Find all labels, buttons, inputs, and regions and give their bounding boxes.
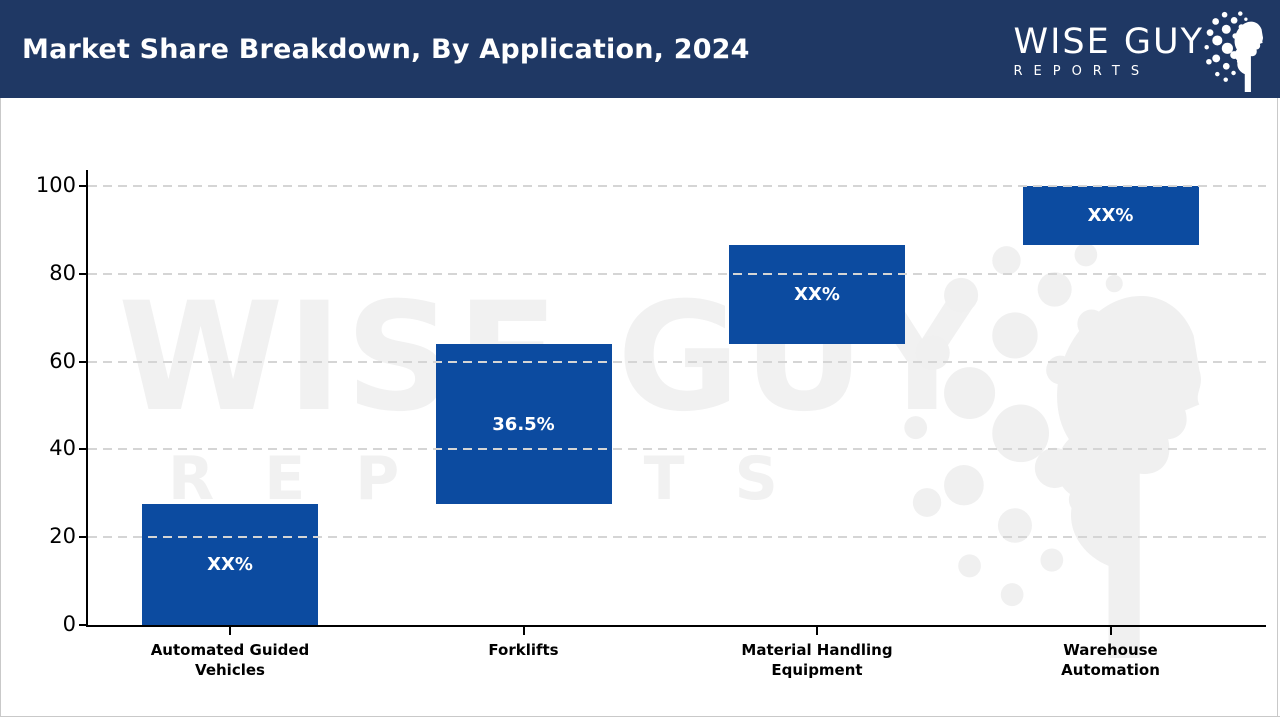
category-label-line: Vehicles [195,661,265,679]
category-label: Warehouse Automation [996,640,1226,680]
y-tick-label: 60 [49,348,76,373]
x-tick-mark [522,627,525,635]
page-title: Market Share Breakdown, By Application, … [22,33,750,65]
category-label: Forklifts [409,640,639,660]
gridline-60 [88,360,1266,363]
bar-1: 36.5% [435,344,612,505]
y-tick-mark [79,360,87,363]
x-tick-mark [1109,627,1112,635]
x-tick-mark [229,627,231,635]
gridline-20 [88,536,1266,539]
brand-head-icon [1200,8,1266,92]
bar-2: XX% [729,245,905,345]
page-border-bottom [0,716,1280,717]
y-tick-mark [79,448,87,451]
brand-text: WISE GUY REPORTS [1013,22,1204,79]
bar-value-label: XX% [207,554,253,576]
category-label: Automated Guided Vehicles [115,640,345,680]
brand-subtitle: REPORTS [1013,63,1151,79]
y-tick-label: 20 [49,524,76,549]
category-label-line: Warehouse [1063,641,1158,659]
y-tick-label: 80 [49,260,76,285]
gridline-100 [88,185,1266,187]
x-axis-line [86,625,1266,627]
page-border-left [0,98,1,717]
category-label-line: Automated Guided [150,641,310,659]
category-label-line: Forklifts [488,641,559,659]
bar-3: XX% [1022,186,1199,246]
header: Market Share Breakdown, By Application, … [0,0,1280,98]
y-tick-label: 0 [62,612,76,636]
bar-value-label: XX% [794,284,840,306]
x-tick-mark [816,627,818,635]
category-label-line: Automation [1061,661,1160,679]
y-tick-mark [79,185,87,187]
y-tick-mark [79,272,87,275]
y-tick-label: 100 [35,173,76,197]
category-label-line: Material Handling [741,641,893,659]
y-tick-label: 40 [49,436,76,461]
category-label: Material Handling Equipment [702,640,932,680]
category-label-line: Equipment [771,661,863,679]
y-tick-mark [79,624,87,626]
gridline-80 [88,272,1266,275]
gridline-40 [88,448,1266,451]
brand-name: WISE GUY [1013,21,1204,62]
brand-logo: WISE GUY REPORTS [1013,6,1266,94]
page-border-right [1277,98,1278,717]
bar-value-label: XX% [1087,205,1134,227]
bar-value-label: 36.5% [492,413,555,435]
y-axis-line [86,170,88,627]
bar-0: XX% [142,504,318,625]
y-tick-mark [79,536,87,539]
